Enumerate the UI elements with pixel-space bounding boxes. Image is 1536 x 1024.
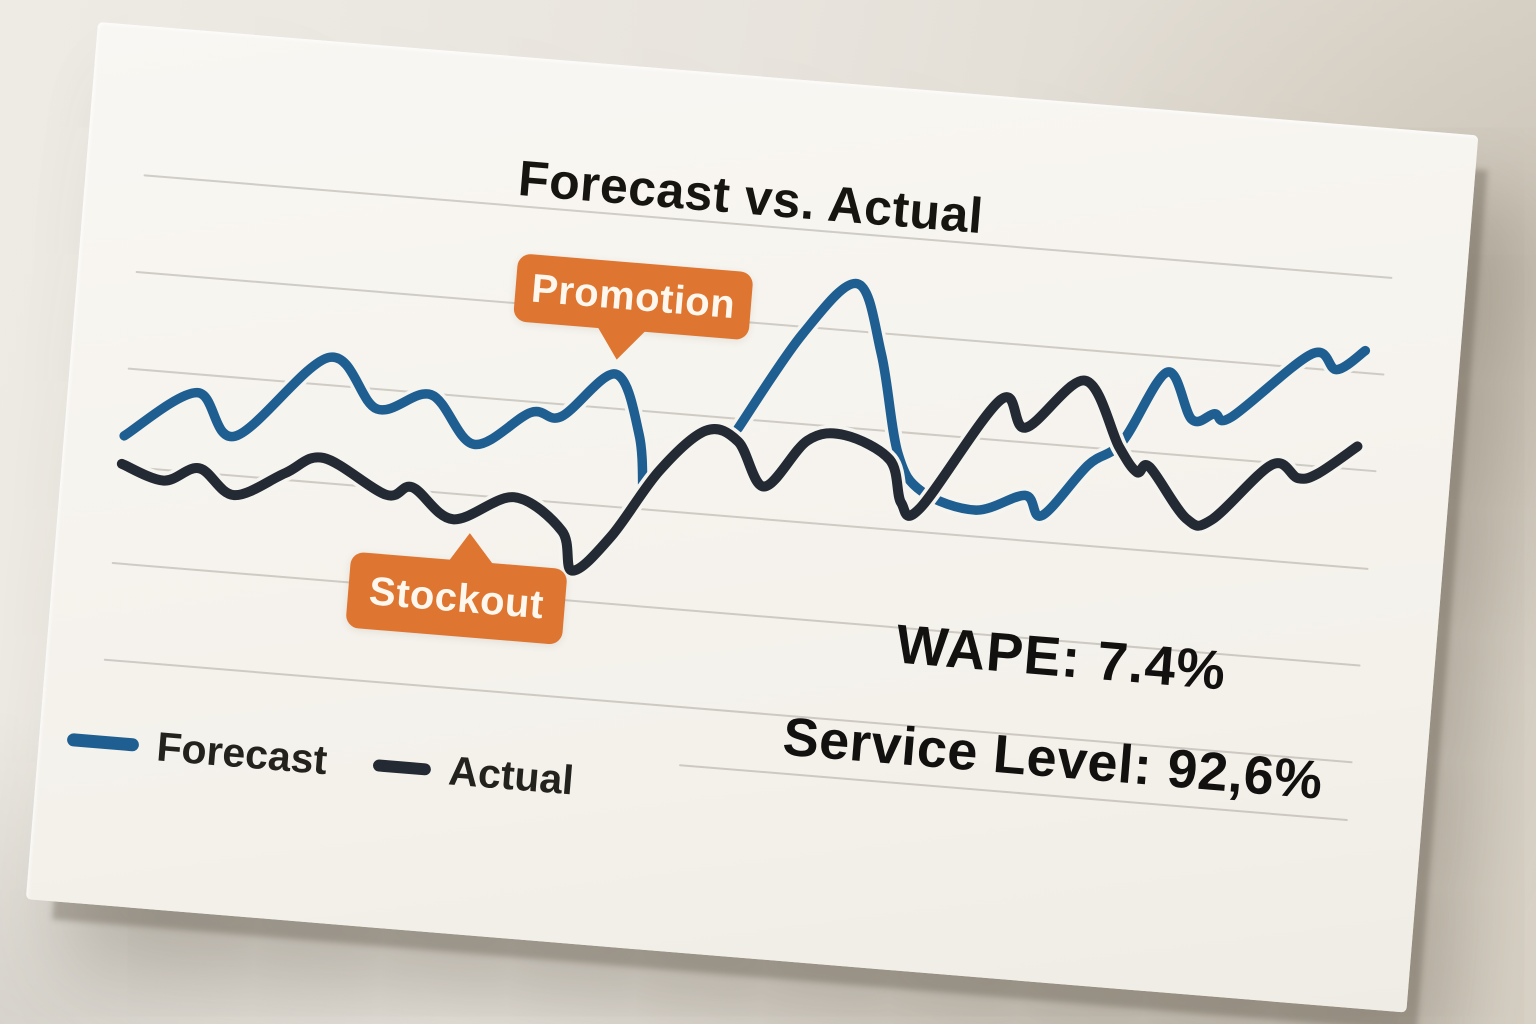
annotation-stockout-label: Stockout — [367, 568, 546, 627]
legend-label-actual: Actual — [446, 747, 576, 804]
legend-swatch-forecast — [66, 732, 140, 752]
annotation-promotion-label: Promotion — [529, 265, 738, 327]
legend-label-forecast: Forecast — [154, 723, 330, 784]
stat-service-level: Service Level: 92,6% — [780, 706, 1326, 811]
chart-legend: Forecast Actual — [65, 716, 576, 804]
chart-card: Forecast vs. Actual WAPE: 7.4% Service L… — [25, 22, 1479, 1013]
line-chart-svg — [113, 275, 1374, 580]
legend-swatch-actual — [372, 758, 432, 776]
